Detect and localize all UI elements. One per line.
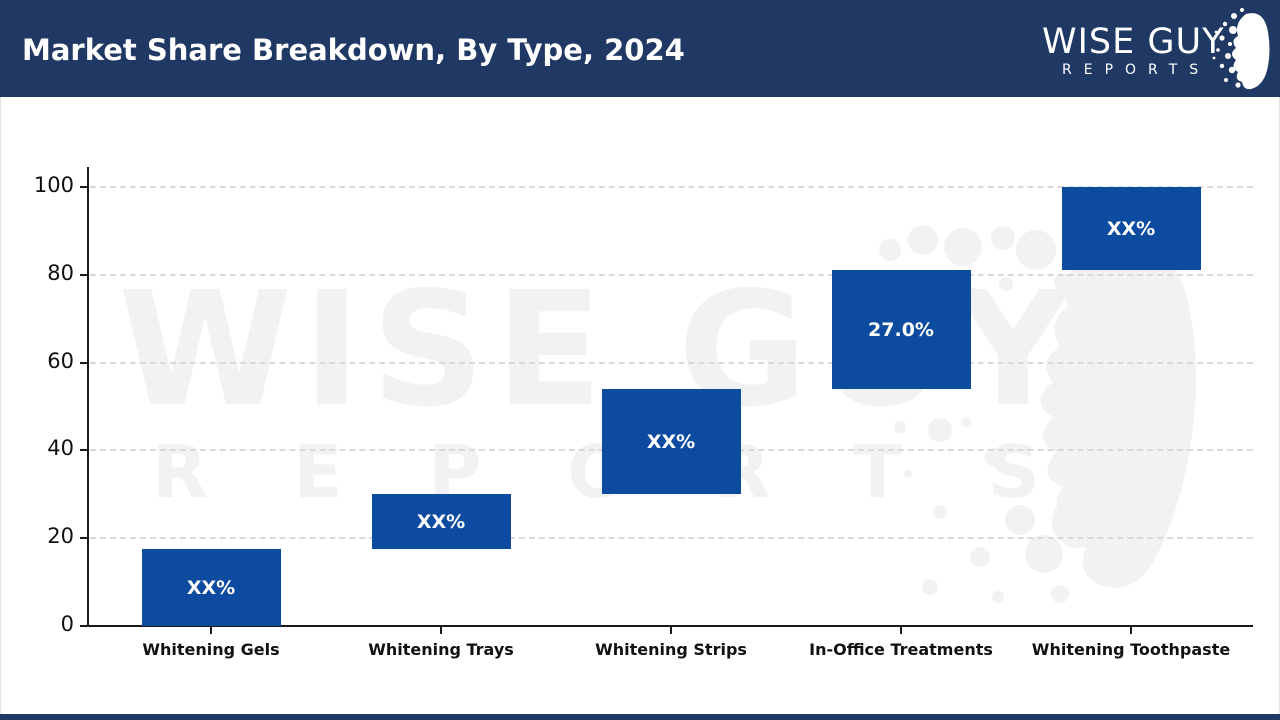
gridline-20 — [90, 537, 1253, 540]
x-axis — [87, 625, 1253, 627]
category-label: Whitening Gels — [142, 640, 280, 659]
x-tick-3 — [900, 627, 902, 634]
y-tick-40 — [80, 449, 88, 452]
page-title: Market Share Breakdown, By Type, 2024 — [22, 33, 685, 67]
x-tick-0 — [210, 627, 212, 634]
category-label: Whitening Toothpaste — [1031, 640, 1231, 659]
footer-bar — [0, 714, 1280, 720]
x-tick-4 — [1130, 627, 1132, 634]
bar-value-label: XX% — [416, 510, 466, 533]
y-tick-label-60: 60 — [47, 348, 74, 373]
bar-segment: XX% — [1061, 187, 1201, 271]
bar-value-label: XX% — [646, 430, 696, 453]
y-tick-label-80: 80 — [47, 260, 74, 285]
watermark-reports-text: REPORTS — [152, 430, 1126, 514]
category-label: Whitening Trays — [368, 640, 514, 659]
bar-segment: 27.0% — [831, 270, 971, 389]
gridline-100 — [90, 186, 1253, 188]
bar-segment: XX% — [141, 549, 281, 626]
bar-segment: XX% — [601, 388, 741, 495]
y-tick-label-40: 40 — [47, 436, 74, 461]
logo-face-icon — [1212, 8, 1270, 90]
x-tick-2 — [670, 627, 672, 634]
y-tick-label-20: 20 — [47, 524, 74, 549]
category-label: Whitening Strips — [595, 640, 747, 659]
gridline-80 — [90, 273, 1253, 276]
y-tick-20 — [80, 537, 88, 540]
y-tick-80 — [80, 273, 88, 276]
x-tick-1 — [440, 627, 442, 634]
y-tick-label-0: 0 — [60, 612, 74, 636]
bar-value-label: 27.0% — [868, 318, 934, 341]
bar-value-label: XX% — [1106, 217, 1156, 240]
logo-wiseguy-text: WISE GUY — [1042, 22, 1225, 62]
y-tick-60 — [80, 361, 88, 364]
y-tick-label-100: 100 — [33, 173, 74, 197]
y-tick-100 — [80, 186, 88, 188]
header-bar: Market Share Breakdown, By Type, 2024 WI… — [0, 0, 1280, 97]
bar-value-label: XX% — [186, 576, 236, 599]
bar-segment: XX% — [371, 494, 511, 550]
y-tick-0 — [80, 625, 88, 627]
logo-reports-text: REPORTS — [1062, 62, 1211, 78]
y-axis — [87, 167, 89, 627]
gridline-60 — [90, 361, 1253, 364]
category-label: In-Office Treatments — [809, 640, 993, 659]
watermark-face-dots-graphic — [871, 225, 1197, 603]
